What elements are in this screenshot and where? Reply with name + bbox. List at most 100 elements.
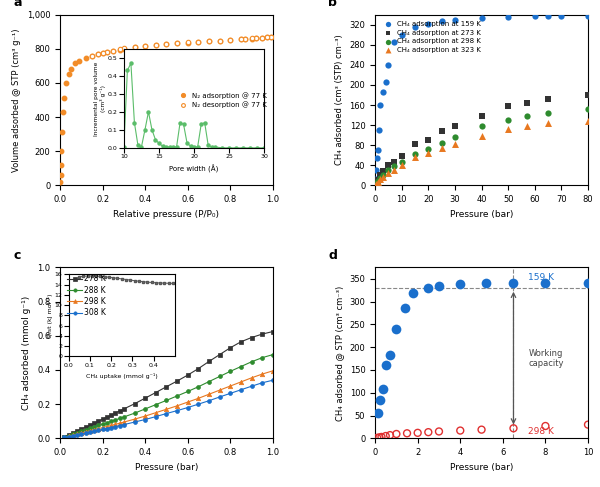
CH₄ adsorption at 323 K <box>424 149 433 157</box>
N₂ desorption @ 77 K <box>173 40 181 46</box>
Legend: 278 K, 288 K, 298 K, 308 K: 278 K, 288 K, 298 K, 308 K <box>64 271 109 320</box>
CH₄ adsorption at 298 K <box>371 181 380 188</box>
308 K <box>65 433 72 439</box>
CH₄ adsorption at 323 K <box>503 125 513 133</box>
288 K <box>195 384 202 390</box>
Point <box>424 428 433 436</box>
278 K <box>216 352 223 357</box>
CH₄ adsorption at 159 K <box>373 147 383 154</box>
CH₄ adsorption at 159 K <box>583 12 593 19</box>
278 K <box>107 412 115 418</box>
CH₄ adsorption at 323 K <box>437 144 446 152</box>
N₂ desorption @ 77 K <box>103 49 110 55</box>
N₂ adsorption @ 77 K <box>131 44 138 50</box>
278 K <box>142 395 149 401</box>
N₂ desorption @ 77 K <box>184 39 191 45</box>
N₂ desorption @ 77 K <box>259 35 266 40</box>
288 K <box>227 368 234 374</box>
CH₄ adsorption at 159 K <box>437 17 446 25</box>
298 K <box>82 429 89 435</box>
CH₄ adsorption at 323 K <box>522 122 532 130</box>
CH₄ adsorption at 298 K <box>503 116 513 124</box>
298 K <box>107 423 115 429</box>
288 K <box>73 430 80 435</box>
N₂ adsorption @ 77 K <box>59 109 67 115</box>
288 K <box>238 364 245 370</box>
N₂ desorption @ 77 K <box>95 51 102 57</box>
Point <box>583 279 593 287</box>
298 K <box>152 410 160 415</box>
298 K <box>61 434 68 440</box>
N₂ adsorption @ 77 K <box>57 172 64 178</box>
Legend: N₂ adsorption @ 77 K, N₂ desorption @ 77 K: N₂ adsorption @ 77 K, N₂ desorption @ 77… <box>173 89 269 111</box>
CH₄ adsorption at 159 K <box>371 167 381 174</box>
N₂ adsorption @ 77 K <box>99 50 106 56</box>
Text: 298 K: 298 K <box>529 427 554 436</box>
CH₄ adsorption at 298 K <box>376 174 385 182</box>
N₂ adsorption @ 77 K <box>238 37 245 42</box>
298 K <box>195 395 202 401</box>
N₂ adsorption @ 77 K <box>61 95 68 101</box>
Point <box>392 325 401 333</box>
Point <box>424 284 433 292</box>
288 K <box>86 426 94 431</box>
308 K <box>142 416 149 422</box>
N₂ desorption @ 77 K <box>263 34 270 40</box>
278 K <box>77 426 85 432</box>
278 K <box>61 433 68 439</box>
308 K <box>86 430 94 435</box>
N₂ adsorption @ 77 K <box>58 162 65 168</box>
N₂ desorption @ 77 K <box>110 48 117 54</box>
CH₄ adsorption at 273 K <box>583 91 593 99</box>
CH₄ adsorption at 273 K <box>376 171 385 179</box>
278 K <box>238 339 245 345</box>
CH₄ adsorption at 273 K <box>410 140 420 148</box>
298 K <box>269 368 277 374</box>
308 K <box>95 428 102 433</box>
278 K <box>205 358 212 364</box>
N₂ adsorption @ 77 K <box>95 51 102 57</box>
Point <box>409 289 418 297</box>
N₂ adsorption @ 77 K <box>56 179 64 185</box>
N₂ adsorption @ 77 K <box>184 40 191 46</box>
Line: 298 K: 298 K <box>62 369 275 439</box>
CH₄ adsorption at 323 K <box>371 181 380 189</box>
278 K <box>73 429 80 434</box>
CH₄ adsorption at 323 K <box>371 180 381 188</box>
CH₄ adsorption at 159 K <box>376 101 385 109</box>
N₂ adsorption @ 77 K <box>248 36 255 41</box>
CH₄ adsorption at 159 K <box>371 179 380 187</box>
278 K <box>120 406 127 412</box>
Line: 288 K: 288 K <box>62 353 275 439</box>
Y-axis label: CH₄ adsorbed (cm³ (STP) cm⁻³): CH₄ adsorbed (cm³ (STP) cm⁻³) <box>335 35 344 166</box>
CH₄ adsorption at 159 K <box>371 180 380 188</box>
CH₄ adsorption at 273 K <box>543 95 553 103</box>
CH₄ adsorption at 273 K <box>371 179 381 187</box>
N₂ adsorption @ 77 K <box>120 46 127 52</box>
278 K <box>259 331 266 337</box>
CH₄ adsorption at 323 K <box>583 117 593 125</box>
Point <box>541 279 550 287</box>
CH₄ adsorption at 273 K <box>477 112 487 120</box>
N₂ adsorption @ 77 K <box>59 130 66 135</box>
298 K <box>238 379 245 385</box>
298 K <box>173 403 181 409</box>
N₂ desorption @ 77 K <box>131 44 138 50</box>
278 K <box>65 432 72 438</box>
308 K <box>152 413 160 419</box>
308 K <box>195 401 202 407</box>
Point <box>481 280 491 287</box>
278 K <box>91 420 98 426</box>
N₂ adsorption @ 77 K <box>58 149 65 154</box>
308 K <box>259 380 266 386</box>
X-axis label: Relative pressure (P/P₀): Relative pressure (P/P₀) <box>113 210 220 219</box>
N₂ desorption @ 77 K <box>205 38 212 44</box>
Point <box>541 422 550 430</box>
Text: Working
capacity: Working capacity <box>529 349 564 368</box>
298 K <box>99 425 106 431</box>
Y-axis label: CH₄ adsorbed (mmol g⁻¹): CH₄ adsorbed (mmol g⁻¹) <box>22 296 31 410</box>
308 K <box>82 430 89 436</box>
N₂ adsorption @ 77 K <box>242 36 249 42</box>
288 K <box>69 431 76 437</box>
CH₄ adsorption at 298 K <box>543 109 553 116</box>
